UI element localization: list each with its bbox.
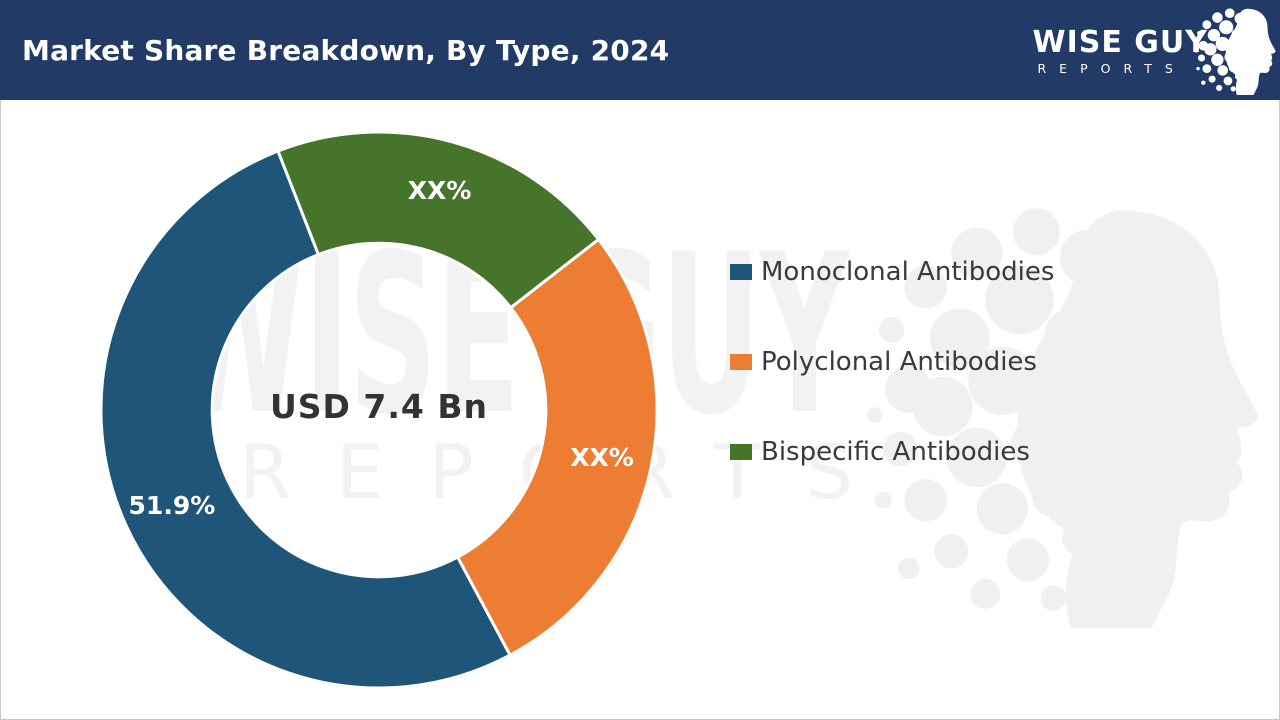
slice-percent-label-0: 51.9% (129, 491, 216, 520)
chart-legend: Monoclonal Antibodies Polyclonal Antibod… (730, 257, 1054, 527)
chart-canvas: WISE GUY REPORTS 51.9%XX%XX% USD 7.4 Bn … (0, 100, 1280, 720)
legend-swatch-monoclonal (730, 264, 752, 280)
legend-label: Monoclonal Antibodies (761, 257, 1055, 287)
donut-slice-1 (456, 237, 659, 657)
legend-item-polyclonal: Polyclonal Antibodies (730, 347, 1054, 377)
legend-item-bispecific: Bispecific Antibodies (730, 437, 1054, 467)
wise-guy-logo: WISE GUY REPORTS (1032, 6, 1276, 96)
legend-swatch-bispecific (730, 444, 752, 460)
legend-item-monoclonal: Monoclonal Antibodies (730, 257, 1054, 287)
donut-svg: 51.9% XX% XX% (99, 130, 659, 690)
donut-slice-2 (276, 130, 600, 310)
logo-tagline: REPORTS (1037, 61, 1186, 76)
logo-text: WISE GUY REPORTS (1032, 26, 1208, 76)
slice-percent-label-1: XX% (570, 443, 634, 472)
legend-label: Bispecific Antibodies (761, 437, 1030, 467)
legend-label: Polyclonal Antibodies (761, 347, 1037, 377)
donut-center-value: USD 7.4 Bn (269, 387, 489, 426)
legend-swatch-polyclonal (730, 354, 752, 370)
logo-name: WISE GUY (1032, 25, 1208, 60)
donut-chart: 51.9% XX% XX% USD 7.4 Bn (98, 129, 660, 691)
header-bar: Market Share Breakdown, By Type, 2024 WI… (0, 0, 1280, 100)
slice-percent-label-2: XX% (408, 176, 472, 205)
logo-head-dots-icon (1194, 8, 1276, 95)
donut-slice-0 (99, 149, 512, 690)
page-title: Market Share Breakdown, By Type, 2024 (22, 33, 670, 67)
